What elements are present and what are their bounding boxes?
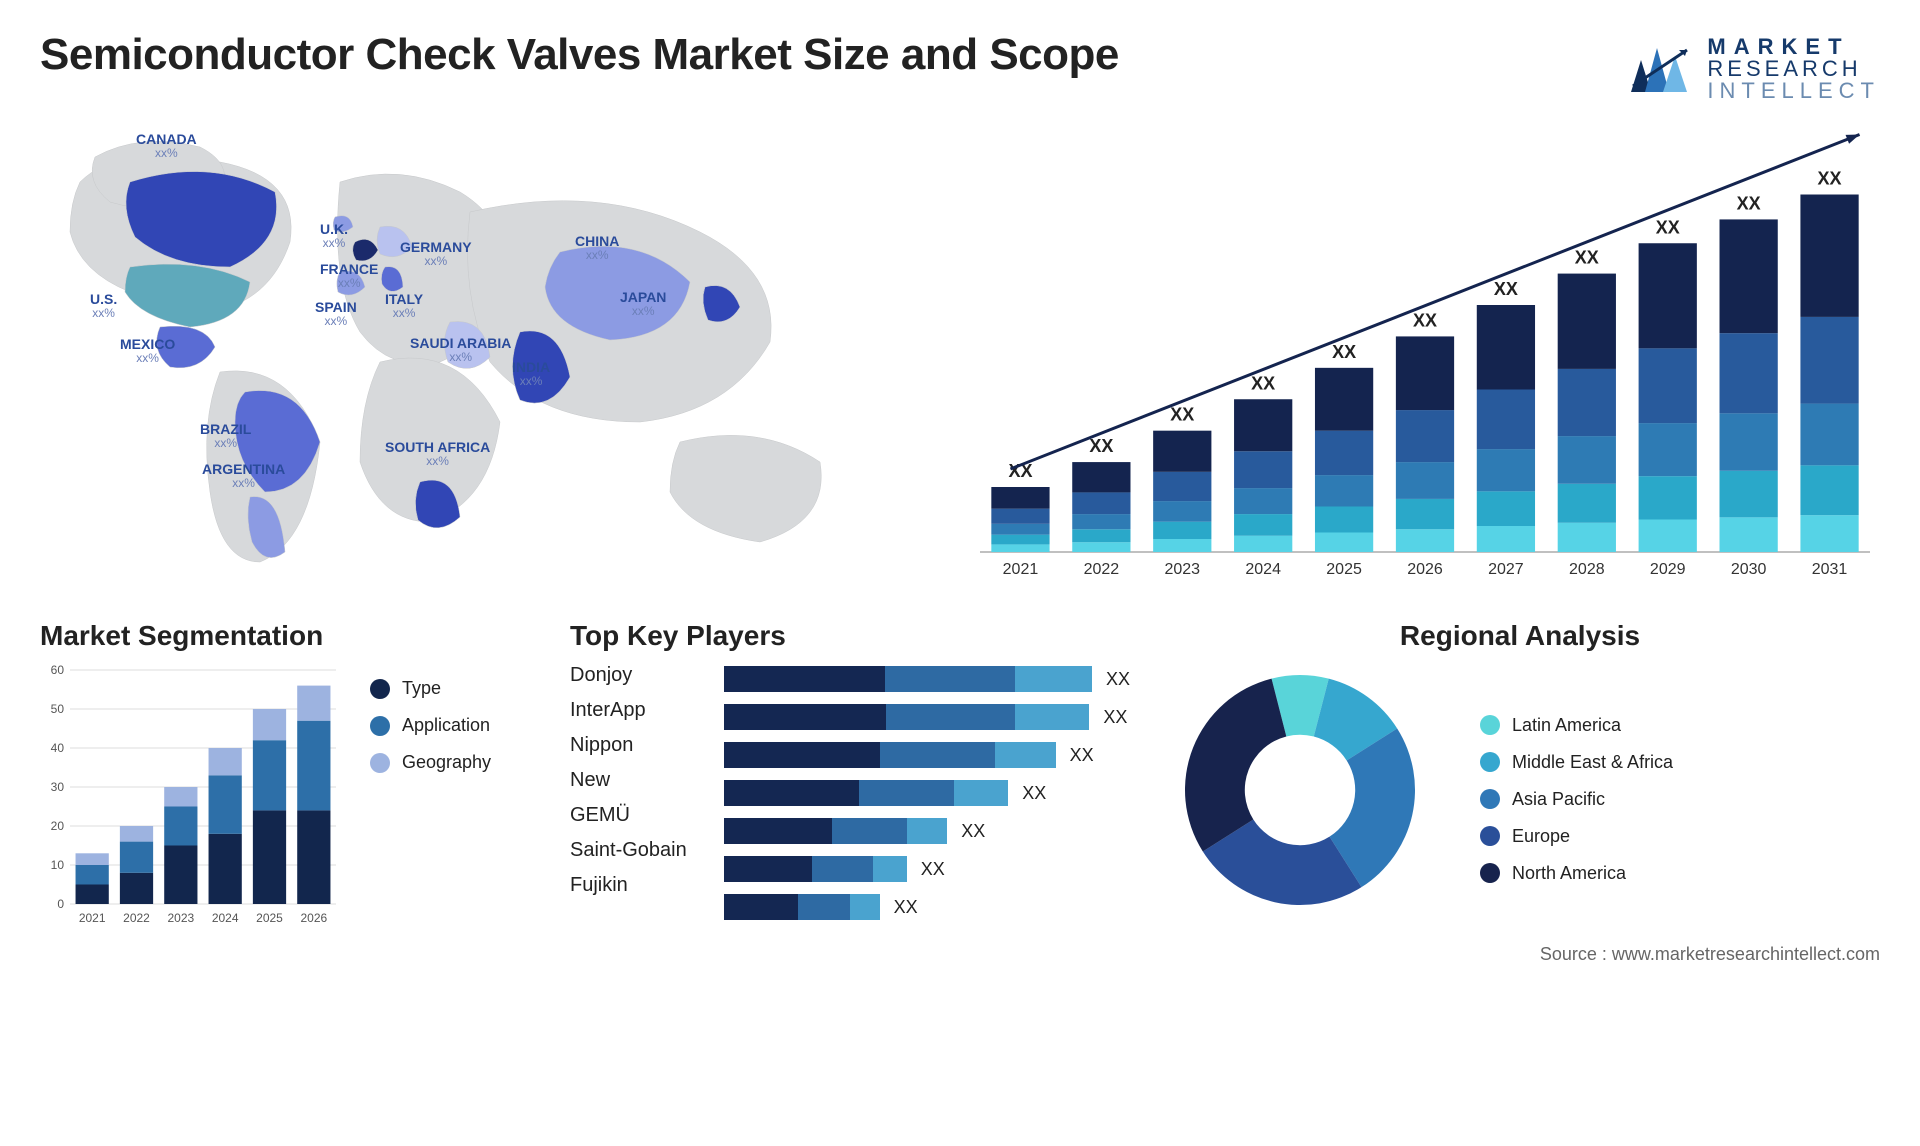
player-bar-row: XX xyxy=(724,818,1130,844)
svg-text:2021: 2021 xyxy=(1003,561,1039,578)
key-players-title: Top Key Players xyxy=(570,620,1130,652)
legend-item: Geography xyxy=(370,752,491,773)
svg-text:2022: 2022 xyxy=(1084,561,1120,578)
svg-text:2025: 2025 xyxy=(1326,561,1362,578)
market-trend-chart: XX 2021 XX 2022 XX 2023 XX 2024 XX 2025 XX 2026 XX 20… xyxy=(960,122,1880,592)
player-name: Nippon xyxy=(570,734,700,757)
legend-item: North America xyxy=(1480,863,1673,884)
svg-text:XX: XX xyxy=(1737,193,1761,213)
segmentation-legend: Type Application Geography xyxy=(370,678,491,930)
map-label: ITALYxx% xyxy=(385,292,423,321)
map-label: SPAINxx% xyxy=(315,300,357,329)
segmentation-title: Market Segmentation xyxy=(40,620,540,652)
segmentation-chart: 0 10 20 30 40 50 60 2021 2022 2023 2024 2025 2026 xyxy=(40,660,340,930)
legend-item: Europe xyxy=(1480,826,1673,847)
map-label: SAUDI ARABIAxx% xyxy=(410,336,511,365)
svg-text:20: 20 xyxy=(51,819,65,833)
svg-text:2021: 2021 xyxy=(79,911,106,925)
player-name: GEMÜ xyxy=(570,804,700,827)
map-label: JAPANxx% xyxy=(620,290,666,319)
logo-line1: MARKET xyxy=(1707,36,1880,58)
svg-text:XX: XX xyxy=(1575,248,1599,268)
player-name: Fujikin xyxy=(570,874,700,897)
map-label: MEXICOxx% xyxy=(120,337,175,366)
legend-item: Application xyxy=(370,715,491,736)
svg-text:40: 40 xyxy=(51,741,65,755)
map-label: GERMANYxx% xyxy=(400,240,472,269)
key-players-names: Donjoy InterApp Nippon New GEMÜ Saint-Gobain F… xyxy=(570,660,700,920)
key-players-panel: Top Key Players Donjoy InterApp Nippon New G… xyxy=(570,602,1130,930)
svg-text:XX: XX xyxy=(1656,217,1680,237)
svg-text:30: 30 xyxy=(51,780,65,794)
player-bar-row: XX xyxy=(724,704,1130,730)
svg-text:2031: 2031 xyxy=(1812,561,1848,578)
svg-text:XX: XX xyxy=(1089,436,1113,456)
player-bar-row: XX xyxy=(724,666,1130,692)
legend-item: Middle East & Africa xyxy=(1480,752,1673,773)
svg-text:XX: XX xyxy=(1251,373,1275,393)
svg-text:50: 50 xyxy=(51,702,65,716)
svg-text:60: 60 xyxy=(51,663,65,677)
svg-text:2027: 2027 xyxy=(1488,561,1524,578)
map-label: U.K.xx% xyxy=(320,222,348,251)
legend-item: Asia Pacific xyxy=(1480,789,1673,810)
map-label: U.S.xx% xyxy=(90,292,117,321)
source-attribution: Source : www.marketresearchintellect.com xyxy=(40,944,1880,965)
segmentation-panel: Market Segmentation 0 10 20 30 40 50 60 2021 202… xyxy=(40,602,540,930)
svg-text:2023: 2023 xyxy=(1164,561,1200,578)
legend-item: Latin America xyxy=(1480,715,1673,736)
player-name: Donjoy xyxy=(570,664,700,687)
svg-text:2029: 2029 xyxy=(1650,561,1686,578)
logo-line2: RESEARCH xyxy=(1707,58,1880,80)
player-bar-row: XX xyxy=(724,856,1130,882)
map-label: FRANCExx% xyxy=(320,262,378,291)
regional-legend: Latin America Middle East & Africa Asia Pa… xyxy=(1480,715,1673,884)
svg-text:XX: XX xyxy=(1818,169,1842,189)
page-title: Semiconductor Check Valves Market Size a… xyxy=(40,30,1119,80)
regional-title: Regional Analysis xyxy=(1160,620,1880,652)
svg-text:2028: 2028 xyxy=(1569,561,1605,578)
player-bar-row: XX xyxy=(724,742,1130,768)
logo-icon xyxy=(1627,42,1693,96)
regional-panel: Regional Analysis Latin America Middle Ea… xyxy=(1160,602,1880,930)
brand-logo: MARKET RESEARCH INTELLECT xyxy=(1627,36,1880,102)
svg-text:2024: 2024 xyxy=(1245,561,1281,578)
player-bar-row: XX xyxy=(724,894,1130,920)
svg-text:XX: XX xyxy=(1413,310,1437,330)
regional-donut xyxy=(1160,660,1440,920)
svg-text:XX: XX xyxy=(1494,279,1518,299)
key-players-bars: XX XX XX XX XX XX XX xyxy=(724,660,1130,920)
svg-text:2026: 2026 xyxy=(1407,561,1443,578)
map-label: ARGENTINAxx% xyxy=(202,462,285,491)
svg-text:XX: XX xyxy=(1332,342,1356,362)
map-label: SOUTH AFRICAxx% xyxy=(385,440,490,469)
player-name: New xyxy=(570,769,700,792)
map-label: INDIAxx% xyxy=(512,360,550,389)
svg-text:2025: 2025 xyxy=(256,911,283,925)
svg-text:2026: 2026 xyxy=(300,911,327,925)
map-label: CHINAxx% xyxy=(575,234,619,263)
svg-text:2024: 2024 xyxy=(212,911,239,925)
world-map: CANADAxx% U.S.xx%MEXICOxx% BRAZILxx% ARGENT… xyxy=(40,122,920,592)
player-name: Saint-Gobain xyxy=(570,839,700,862)
svg-text:10: 10 xyxy=(51,858,65,872)
map-label: BRAZILxx% xyxy=(200,422,251,451)
legend-item: Type xyxy=(370,678,491,699)
svg-text:XX: XX xyxy=(1170,405,1194,425)
svg-text:2030: 2030 xyxy=(1731,561,1767,578)
player-bar-row: XX xyxy=(724,780,1130,806)
svg-text:2022: 2022 xyxy=(123,911,150,925)
player-name: InterApp xyxy=(570,699,700,722)
map-label: CANADAxx% xyxy=(136,132,197,161)
svg-text:0: 0 xyxy=(57,897,64,911)
svg-text:2023: 2023 xyxy=(167,911,194,925)
logo-line3: INTELLECT xyxy=(1707,80,1880,102)
